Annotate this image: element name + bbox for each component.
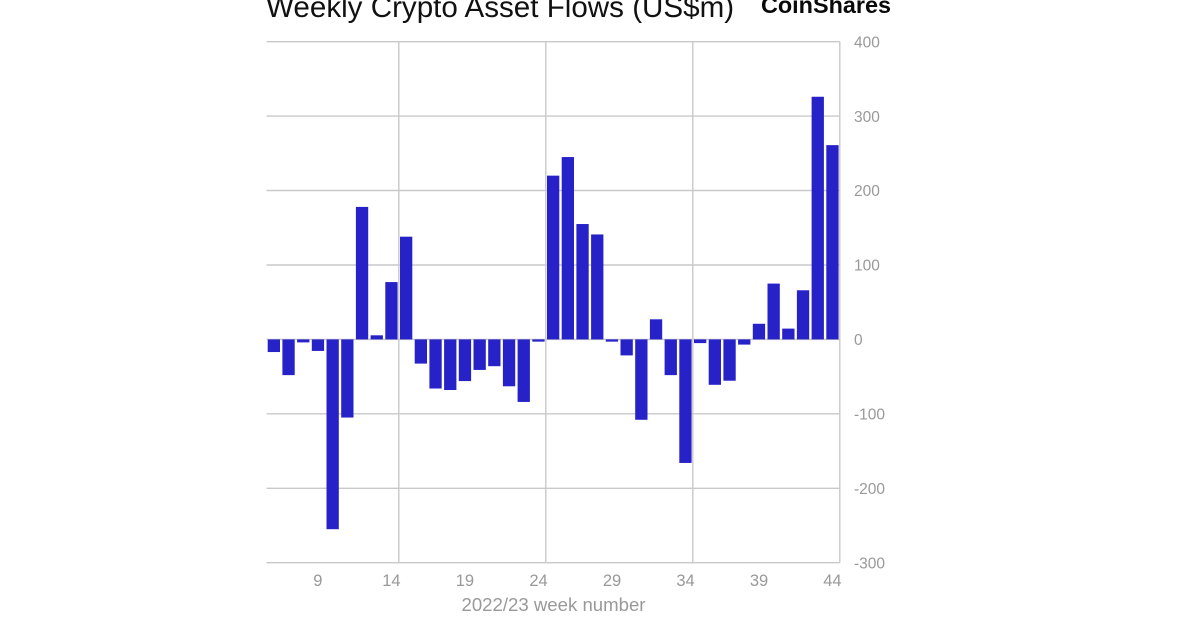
svg-text:29: 29 <box>603 572 621 590</box>
svg-text:24: 24 <box>529 572 547 590</box>
svg-text:34: 34 <box>676 572 694 590</box>
svg-text:100: 100 <box>854 258 880 275</box>
svg-text:-100: -100 <box>854 407 885 424</box>
svg-text:400: 400 <box>854 34 880 51</box>
svg-text:9: 9 <box>313 572 322 590</box>
svg-text:2022/23 week number: 2022/23 week number <box>462 594 646 615</box>
svg-text:14: 14 <box>382 572 400 590</box>
svg-text:44: 44 <box>823 572 841 590</box>
svg-text:-200: -200 <box>854 481 885 498</box>
svg-text:39: 39 <box>750 572 768 590</box>
svg-text:-300: -300 <box>854 555 885 572</box>
svg-text:300: 300 <box>854 109 880 126</box>
svg-text:200: 200 <box>854 183 880 200</box>
svg-text:19: 19 <box>456 572 474 590</box>
svg-text:0: 0 <box>854 332 863 349</box>
